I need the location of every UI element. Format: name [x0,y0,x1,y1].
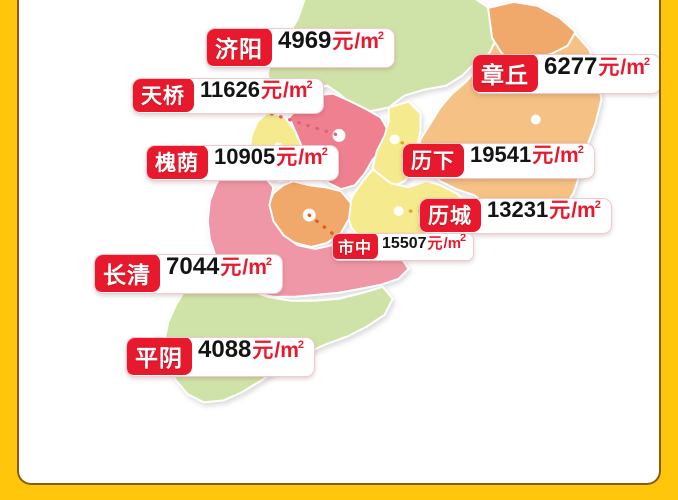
price-label-changqing[interactable]: 长清 7044 元/m2 [94,254,284,294]
district-price-shizhong: 15507 元/m2 [382,233,467,252]
unit-sq-meter: /m2 [443,233,467,252]
district-price-jiyang: 4969 元/m2 [278,28,385,54]
district-price-tianqiao: 11626 元/m2 [200,78,313,102]
price-label-zhangqiu[interactable]: 章丘 6277 元/m2 [472,54,659,94]
district-price-zhangqiu: 6277 元/m2 [544,54,651,80]
region-zhangqiu-north[interactable] [487,0,577,63]
district-name-licheng: 历城 [419,199,481,232]
unit-sq-meter: /m2 [282,79,313,102]
district-price-lixia: 19541 元/m2 [470,143,584,167]
unit-sq-meter: /m2 [620,56,651,79]
district-name-lixia: 历下 [402,144,464,177]
unit-sq-meter: /m2 [298,146,328,169]
unit-sq-meter: /m2 [354,30,385,53]
price-label-huaiyin[interactable]: 槐荫 10905 元/m2 [146,145,339,181]
district-price-huaiyin: 10905 元/m2 [214,145,328,169]
unit-sq-meter: /m2 [554,144,584,167]
district-price-changqing: 7044 元/m2 [166,254,273,280]
connector-tianqiao [206,91,341,138]
district-name-pingyin: 平阴 [127,338,192,375]
district-price-licheng: 13231 元/m2 [487,198,601,222]
price-label-lixia[interactable]: 历下 19541 元/m2 [402,143,595,179]
unit-sq-meter: /m2 [274,339,305,362]
price-label-licheng[interactable]: 历城 13231 元/m2 [419,198,612,234]
district-name-changqing: 长清 [95,255,160,292]
district-price-pingyin: 4088 元/m2 [198,337,305,363]
price-label-pingyin[interactable]: 平阴 4088 元/m2 [126,337,316,377]
district-name-shizhong: 市中 [333,234,379,259]
district-name-jiyang: 济阳 [207,29,272,66]
price-label-jiyang[interactable]: 济阳 4969 元/m2 [206,28,396,68]
unit-sq-meter: /m2 [571,199,601,222]
centroid-dots [273,114,541,222]
district-name-tianqiao: 天桥 [132,79,194,112]
price-label-shizhong[interactable]: 市中 15507 元/m2 [332,233,475,261]
map-card: 济阳 4969 元/m2 天桥 11626 元/m2 章丘 6277 元/m2 槐荫 … [17,0,661,485]
district-name-huaiyin: 槐荫 [146,146,208,179]
district-name-zhangqiu: 章丘 [473,55,538,92]
price-label-tianqiao[interactable]: 天桥 11626 元/m2 [132,78,324,114]
unit-sq-meter: /m2 [242,256,273,279]
